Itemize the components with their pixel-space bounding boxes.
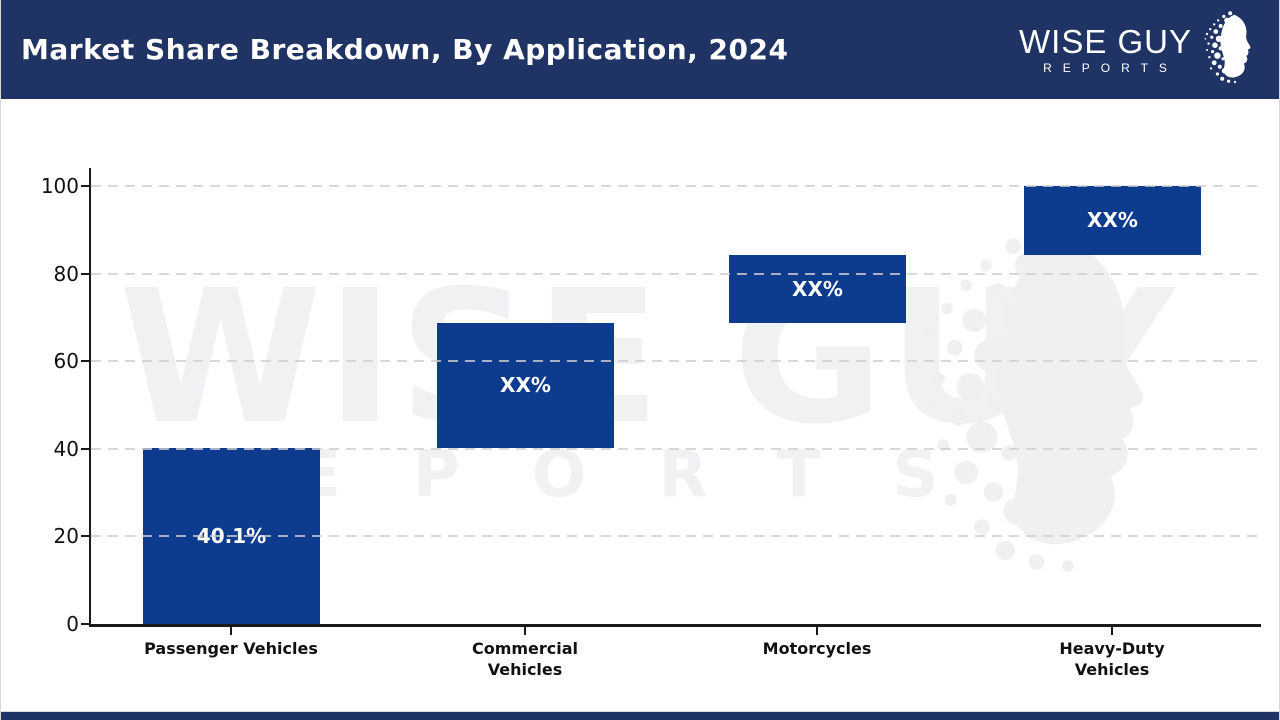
logo-face-icon (1204, 11, 1251, 84)
chart-title: Market Share Breakdown, By Application, … (21, 33, 789, 66)
gridline-40 (91, 447, 1258, 450)
y-tick-mark-40 (81, 447, 89, 450)
bar-value-label: XX% (500, 373, 551, 398)
y-tick-mark-100 (81, 185, 89, 187)
bar-value-label: XX% (1087, 208, 1138, 233)
x-tick-mark-passenger-vehicles (230, 627, 232, 635)
category-label-motorcycles: Motorcycles (762, 639, 872, 658)
y-tick-mark-0 (81, 622, 89, 625)
y-tick-label-80: 80 (53, 261, 79, 286)
wise-guy-reports-logo: WISE GUY REPORTS (1019, 8, 1269, 92)
header-bar: Market Share Breakdown, By Application, … (1, 0, 1279, 99)
category-label-commercial-vehicles: Commercial Vehicles (471, 639, 579, 679)
y-tick-label-0: 0 (66, 611, 79, 636)
logo-wiseguy-text: WISE GUY (1019, 23, 1193, 60)
y-tick-mark-80 (81, 272, 89, 275)
footer-accent-bar (1, 711, 1279, 720)
bar-value-label: XX% (792, 277, 843, 302)
x-tick-mark-heavy-duty-vehicles (1111, 627, 1113, 635)
category-label-heavy-duty-vehicles: Heavy-Duty Vehicles (1059, 639, 1165, 679)
y-tick-label-60: 60 (53, 349, 79, 373)
y-tick-mark-20 (81, 535, 89, 537)
gridline-80 (91, 272, 1258, 275)
x-axis-spine (89, 624, 1261, 627)
x-tick-mark-commercial-vehicles (524, 627, 526, 635)
y-tick-mark-60 (81, 360, 89, 362)
category-label-passenger-vehicles: Passenger Vehicles (144, 639, 318, 658)
bar-commercial-vehicles: XX% (437, 322, 614, 449)
x-tick-mark-motorcycles (816, 627, 818, 635)
y-tick-label-40: 40 (53, 436, 79, 461)
y-axis-spine (89, 168, 91, 626)
y-tick-label-20: 20 (53, 524, 79, 548)
y-tick-label-100: 100 (40, 174, 79, 198)
bar-heavy-duty-vehicles: XX% (1024, 186, 1201, 255)
bar-motorcycles: XX% (729, 254, 906, 324)
gridline-20 (91, 535, 1258, 537)
gridline-100 (91, 185, 1258, 187)
logo-reports-text: REPORTS (1043, 61, 1178, 75)
gridline-60 (91, 360, 1258, 362)
